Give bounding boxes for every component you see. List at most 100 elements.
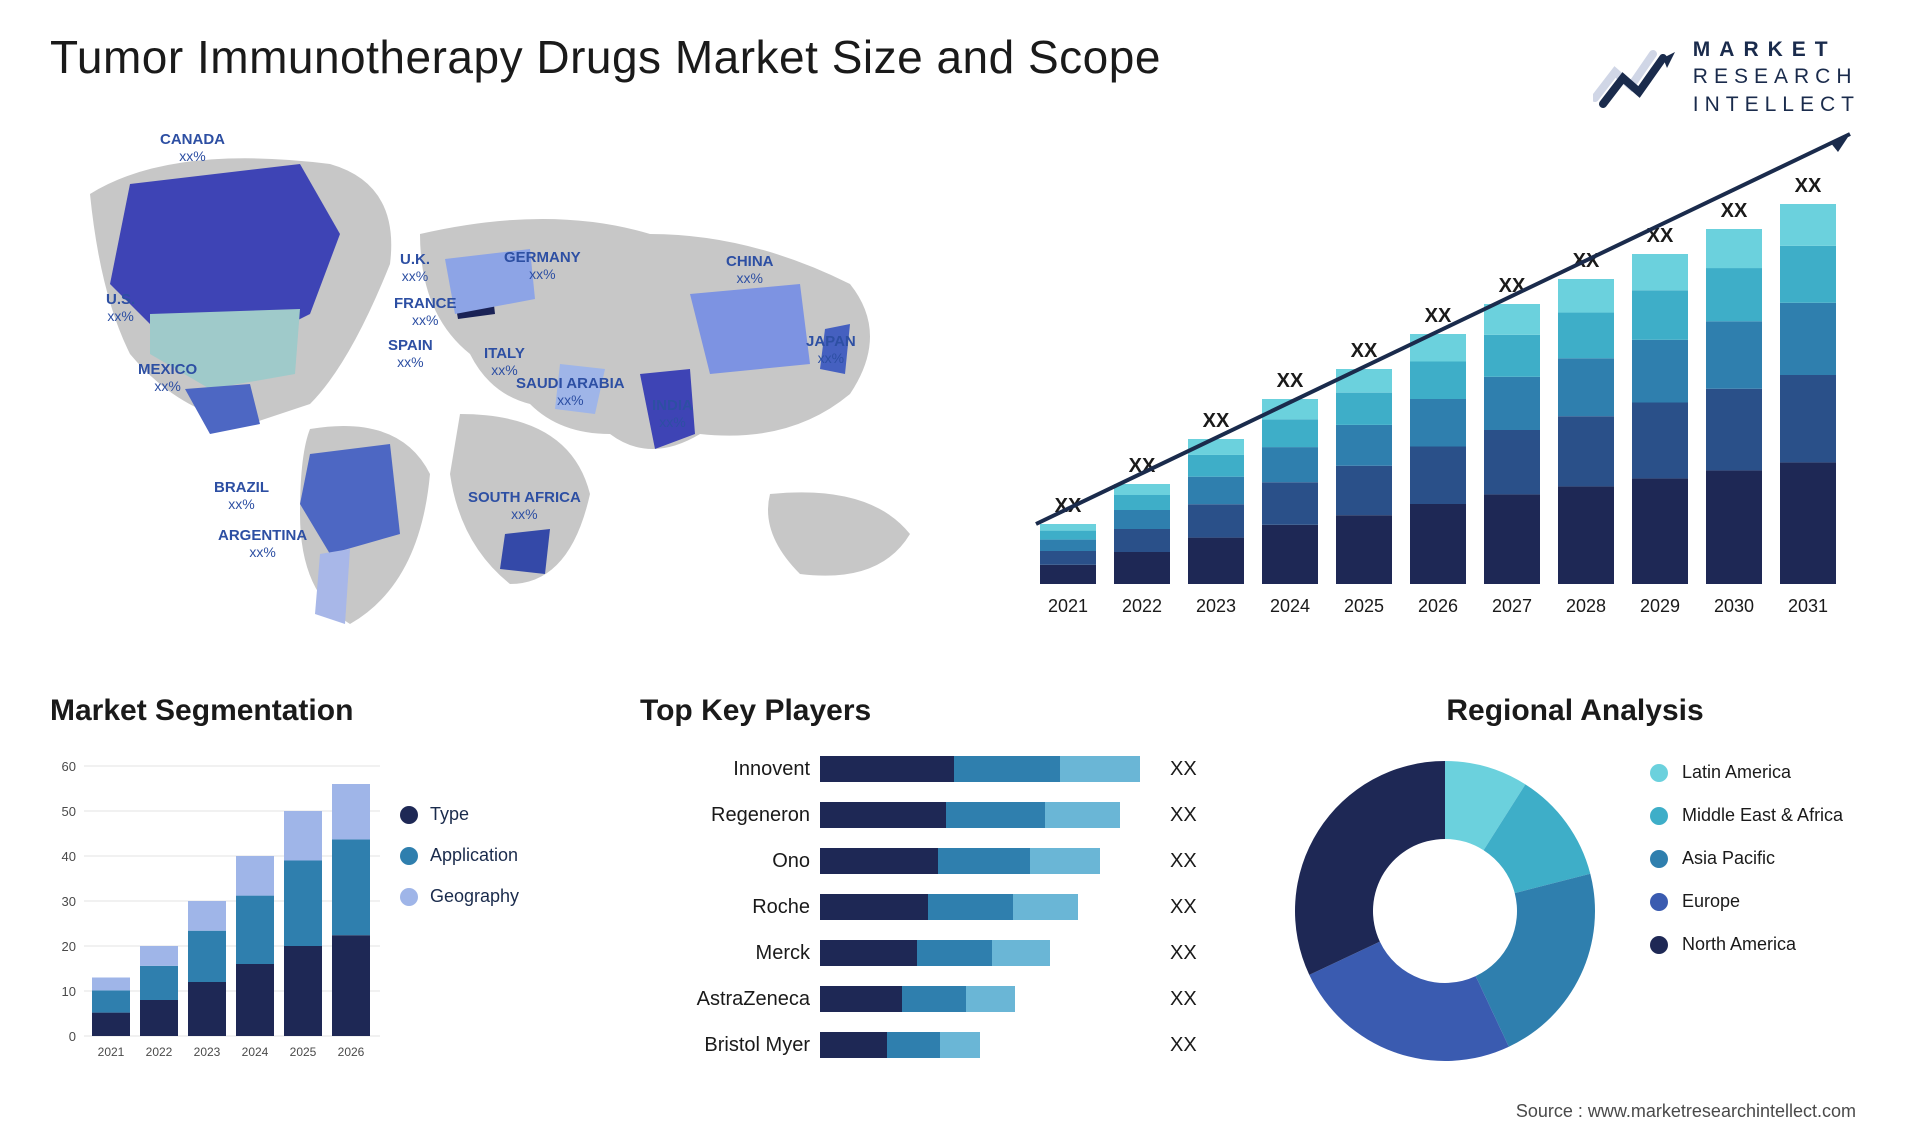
growth-bar-seg: [1114, 495, 1170, 510]
player-bar-seg: [820, 940, 917, 966]
seg-bar: [332, 784, 370, 839]
player-bar: [820, 802, 1120, 828]
growth-bar-seg: [1632, 290, 1688, 340]
player-row: Regeneron XX: [640, 792, 1230, 838]
regional-legend-label: Asia Pacific: [1682, 848, 1775, 869]
growth-bar-seg: [1484, 430, 1540, 494]
regional-legend-label: Latin America: [1682, 762, 1791, 783]
player-bar-seg: [1013, 894, 1078, 920]
seg-ytick: 0: [69, 1029, 76, 1044]
growth-bar-seg: [1632, 403, 1688, 479]
growth-year-label: 2026: [1418, 596, 1458, 616]
growth-bar-seg: [1114, 510, 1170, 529]
player-bar-seg: [887, 1032, 940, 1058]
growth-bar-value: XX: [1277, 370, 1304, 392]
growth-bar-seg: [1040, 540, 1096, 551]
logo-line-2: RESEARCH: [1693, 63, 1860, 90]
regional-title: Regional Analysis: [1280, 694, 1870, 728]
player-name: AstraZeneca: [640, 988, 810, 1011]
growth-bar-seg: [1336, 515, 1392, 584]
growth-year-label: 2027: [1492, 596, 1532, 616]
map-label-brazil: BRAZILxx%: [214, 480, 269, 512]
seg-bar: [284, 811, 322, 861]
growth-bar-seg: [1706, 321, 1762, 388]
player-bar-seg: [1045, 802, 1120, 828]
swatch-icon: [1650, 850, 1668, 868]
growth-bar-seg: [1780, 303, 1836, 375]
players-list: InnoventXXRegeneronXXOnoXXRocheXXMerckXX…: [640, 746, 1230, 1068]
segmentation-panel: Market Segmentation 01020304050602021202…: [50, 694, 590, 1076]
growth-year-label: 2030: [1714, 596, 1754, 616]
growth-bar-seg: [1188, 538, 1244, 584]
growth-bar-seg: [1188, 504, 1244, 537]
player-value: XX: [1170, 896, 1212, 919]
player-bar-seg: [928, 894, 1013, 920]
player-bar-seg: [938, 848, 1030, 874]
regional-legend: Latin America Middle East & Africa Asia Pa…: [1650, 746, 1843, 1076]
growth-bar-seg: [1262, 525, 1318, 584]
logo-mark-icon: [1593, 44, 1677, 110]
seg-year: 2021: [98, 1045, 125, 1059]
swatch-icon: [400, 847, 418, 865]
seg-ytick: 50: [62, 804, 76, 819]
growth-bar-seg: [1632, 340, 1688, 403]
map-label-us: U.S.xx%: [106, 292, 135, 324]
growth-bar-seg: [1262, 419, 1318, 447]
growth-bar-seg: [1706, 229, 1762, 268]
seg-ytick: 40: [62, 849, 76, 864]
growth-bar-value: XX: [1795, 175, 1822, 197]
growth-bar-seg: [1558, 486, 1614, 584]
player-value: XX: [1170, 758, 1212, 781]
donut-slice: [1295, 761, 1445, 975]
growth-bar-value: XX: [1351, 340, 1378, 362]
growth-year-label: 2029: [1640, 596, 1680, 616]
player-name: Ono: [640, 850, 810, 873]
growth-bar-seg: [1558, 416, 1614, 486]
seg-legend-item: Type: [400, 804, 519, 825]
regional-legend-label: Middle East & Africa: [1682, 805, 1843, 826]
player-bar: [820, 986, 1015, 1012]
seg-bar: [92, 990, 130, 1012]
seg-bar: [140, 966, 178, 1000]
player-bar-seg: [946, 802, 1045, 828]
player-bar-seg: [820, 1032, 887, 1058]
seg-ytick: 20: [62, 939, 76, 954]
seg-bar: [332, 935, 370, 1036]
regional-legend-item: Middle East & Africa: [1650, 805, 1843, 826]
map-label-india: INDIAxx%: [652, 398, 693, 430]
source-label: Source : www.marketresearchintellect.com: [1516, 1101, 1856, 1122]
swatch-icon: [400, 806, 418, 824]
seg-legend-label: Type: [430, 804, 469, 825]
seg-year: 2026: [338, 1045, 365, 1059]
players-panel: Top Key Players InnoventXXRegeneronXXOno…: [640, 694, 1230, 1076]
growth-bar-value: XX: [1721, 200, 1748, 222]
map-label-saudiarabia: SAUDI ARABIAxx%: [516, 376, 625, 408]
player-bar: [820, 1032, 980, 1058]
map-label-mexico: MEXICOxx%: [138, 362, 197, 394]
player-value: XX: [1170, 804, 1212, 827]
seg-bar: [236, 964, 274, 1036]
growth-bar-seg: [1336, 393, 1392, 425]
growth-bar-seg: [1780, 204, 1836, 246]
regional-legend-item: Asia Pacific: [1650, 848, 1843, 869]
player-row: InnoventXX: [640, 746, 1230, 792]
world-map-panel: CANADAxx%U.S.xx%MEXICOxx%BRAZILxx%ARGENT…: [50, 114, 970, 654]
seg-ytick: 30: [62, 894, 76, 909]
player-bar-seg: [820, 848, 938, 874]
regional-legend-item: Latin America: [1650, 762, 1843, 783]
growth-bar-seg: [1484, 335, 1540, 377]
growth-bar-seg: [1040, 551, 1096, 565]
growth-year-label: 2021: [1048, 596, 1088, 616]
growth-bar-seg: [1706, 470, 1762, 584]
seg-legend-item: Geography: [400, 886, 519, 907]
seg-ytick: 60: [62, 759, 76, 774]
player-bar-seg: [1060, 756, 1140, 782]
growth-bar-seg: [1410, 447, 1466, 505]
player-name: Regeneron: [640, 804, 810, 827]
map-label-china: CHINAxx%: [726, 254, 774, 286]
player-row: AstraZenecaXX: [640, 976, 1230, 1022]
swatch-icon: [400, 888, 418, 906]
seg-bar: [332, 839, 370, 935]
growth-bar-seg: [1706, 268, 1762, 321]
growth-year-label: 2023: [1196, 596, 1236, 616]
